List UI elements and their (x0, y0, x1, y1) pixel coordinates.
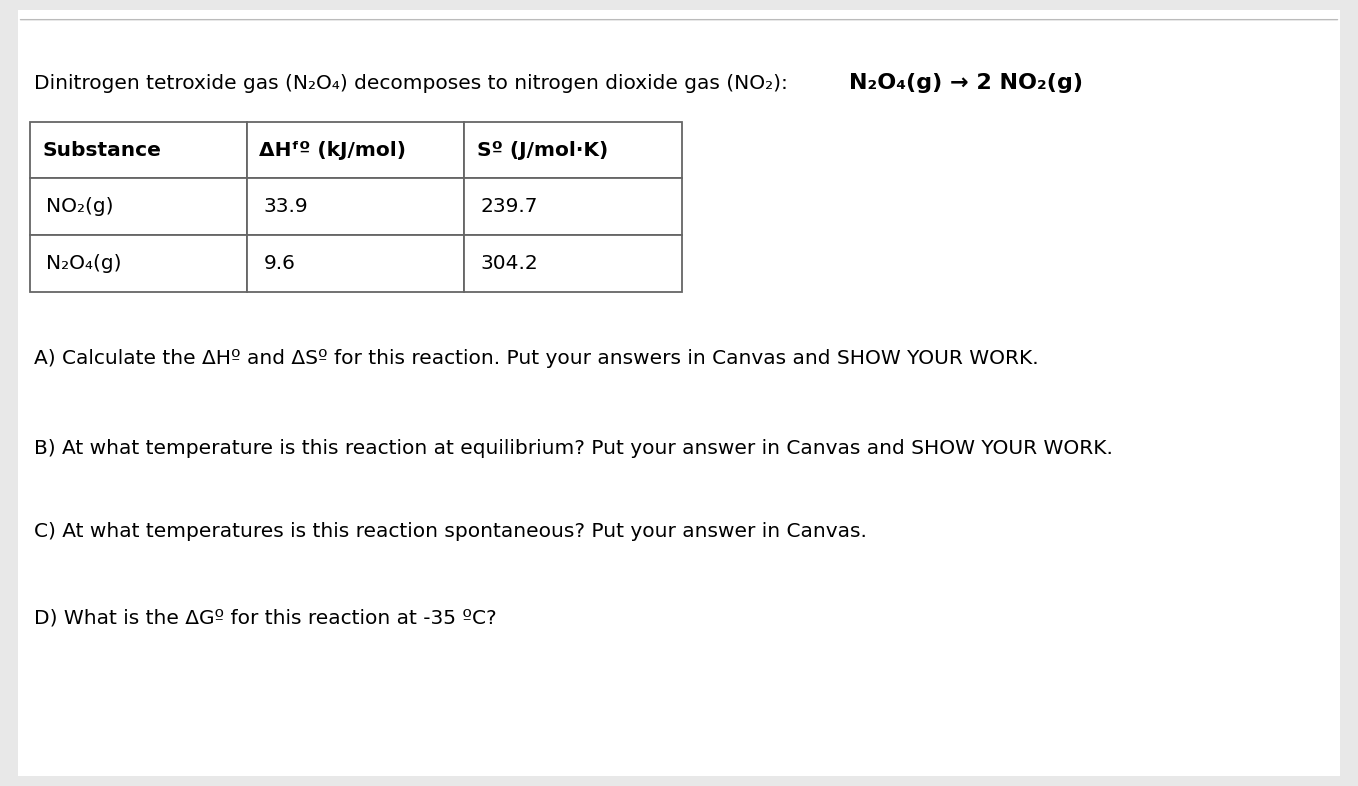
Text: Dinitrogen tetroxide gas (N₂O₄) decomposes to nitrogen dioxide gas (NO₂):: Dinitrogen tetroxide gas (N₂O₄) decompos… (34, 74, 801, 93)
Text: N₂O₄(g) → 2 NO₂(g): N₂O₄(g) → 2 NO₂(g) (849, 73, 1082, 94)
Text: C) At what temperatures is this reaction spontaneous? Put your answer in Canvas.: C) At what temperatures is this reaction… (34, 522, 866, 541)
Bar (247, 235, 464, 292)
Text: Substance: Substance (42, 141, 162, 160)
Text: A) Calculate the ΔHº and ΔSº for this reaction. Put your answers in Canvas and S: A) Calculate the ΔHº and ΔSº for this re… (34, 349, 1039, 368)
Bar (247, 122, 464, 178)
Text: ΔHᶠº (kJ/mol): ΔHᶠº (kJ/mol) (259, 141, 406, 160)
Text: Sº (J/mol·K): Sº (J/mol·K) (477, 141, 608, 160)
Text: NO₂(g): NO₂(g) (46, 197, 114, 216)
Bar (247, 178, 464, 235)
Text: N₂O₄(g): N₂O₄(g) (46, 254, 122, 273)
Text: B) At what temperature is this reaction at equilibrium? Put your answer in Canva: B) At what temperature is this reaction … (34, 439, 1112, 458)
Bar (30, 178, 247, 235)
Bar (30, 122, 247, 178)
Bar (464, 235, 682, 292)
Text: 33.9: 33.9 (263, 197, 308, 216)
Text: D) What is the ΔGº for this reaction at -35 ºC?: D) What is the ΔGº for this reaction at … (34, 608, 497, 627)
Bar (30, 235, 247, 292)
Bar (464, 122, 682, 178)
Bar (464, 178, 682, 235)
Text: 304.2: 304.2 (481, 254, 539, 273)
Text: 9.6: 9.6 (263, 254, 295, 273)
Text: 239.7: 239.7 (481, 197, 538, 216)
